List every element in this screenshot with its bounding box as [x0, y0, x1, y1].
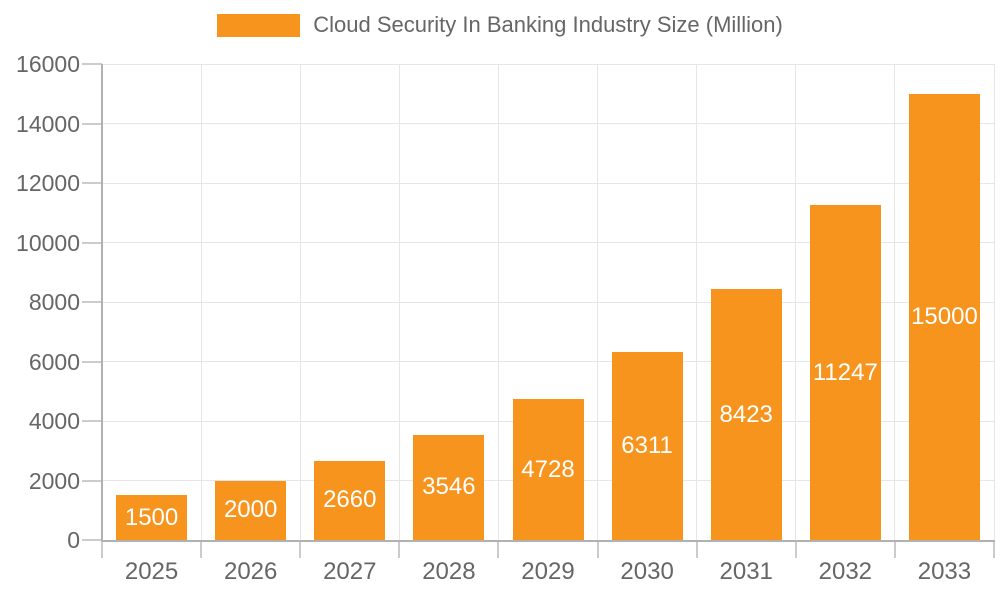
x-axis-label: 2026 — [223, 558, 278, 585]
x-axis-line — [101, 540, 995, 542]
x-axis-tick — [695, 542, 698, 558]
y-axis-tick — [82, 241, 102, 244]
x-axis-label: 2027 — [323, 558, 377, 585]
y-axis-tick — [82, 301, 102, 303]
gridline-vertical — [200, 64, 202, 540]
legend[interactable]: Cloud Security In Banking Industry Size … — [0, 12, 1000, 38]
legend-swatch — [217, 13, 301, 37]
bar[interactable] — [116, 495, 188, 540]
x-axis-label: 2033 — [917, 558, 972, 585]
x-axis-tick — [993, 542, 995, 558]
x-axis-tick — [299, 542, 302, 558]
y-axis-line — [101, 64, 103, 542]
bar[interactable] — [512, 399, 584, 540]
bar-value-label: 2000 — [223, 496, 278, 524]
gridline-vertical — [795, 64, 797, 540]
y-axis-tick — [82, 122, 102, 125]
x-axis-tick — [794, 542, 797, 558]
gridline-horizontal — [102, 182, 994, 184]
gridline-vertical — [299, 64, 301, 540]
x-axis-tick — [200, 542, 203, 558]
y-axis-label: 12000 — [16, 170, 80, 196]
y-axis-label: 16000 — [16, 51, 80, 77]
x-axis-label: 2032 — [818, 558, 873, 585]
x-axis-tick — [596, 542, 599, 558]
y-axis-label: 14000 — [16, 110, 80, 137]
y-axis-label: 2000 — [28, 467, 80, 494]
x-axis-label: 2029 — [521, 558, 575, 585]
y-axis-label: 8000 — [28, 289, 80, 315]
x-axis-label: 2025 — [124, 558, 179, 585]
y-axis-tick — [82, 479, 102, 482]
gridline-vertical — [398, 64, 400, 540]
bar[interactable] — [908, 93, 980, 540]
gridline-horizontal — [102, 63, 994, 65]
bar-value-label: 3546 — [422, 473, 476, 501]
x-axis-tick — [398, 542, 401, 558]
gridline-vertical — [696, 64, 698, 540]
y-axis-label: 4000 — [28, 408, 80, 434]
bar[interactable] — [413, 434, 485, 540]
y-axis-tick — [82, 420, 102, 422]
y-axis-label: 10000 — [16, 229, 80, 256]
bar-value-label: 4728 — [521, 455, 575, 483]
chart-title: Cloud Security In Banking Industry Size … — [313, 12, 783, 37]
gridline-vertical — [497, 64, 499, 540]
x-axis-label: 2031 — [719, 558, 773, 585]
y-axis-label: 0 — [67, 527, 80, 553]
gridline-horizontal — [102, 123, 994, 124]
y-axis-tick — [82, 63, 102, 65]
gridline-vertical — [597, 64, 599, 540]
x-axis-tick — [101, 542, 103, 558]
bar[interactable] — [611, 352, 683, 540]
bar-value-label: 1500 — [124, 503, 179, 531]
gridline-vertical — [993, 64, 995, 540]
bar-value-label: 15000 — [911, 302, 978, 330]
x-axis-tick — [497, 542, 500, 558]
bar[interactable] — [710, 289, 782, 540]
bar-value-label: 6311 — [621, 432, 673, 460]
gridline-horizontal — [102, 242, 994, 243]
bar[interactable] — [314, 460, 386, 540]
x-axis-label: 2028 — [422, 558, 476, 585]
x-axis-tick — [893, 542, 896, 558]
gridline-horizontal — [102, 301, 994, 303]
gridline-horizontal — [102, 361, 994, 362]
bar-value-label: 8423 — [719, 400, 773, 428]
y-axis-label: 6000 — [28, 348, 80, 375]
gridline-vertical — [894, 64, 896, 540]
x-axis-label: 2030 — [620, 558, 674, 585]
bar-value-label: 11247 — [812, 358, 878, 386]
bar[interactable] — [215, 480, 287, 540]
y-axis-tick — [82, 539, 102, 541]
bar-value-label: 2660 — [323, 486, 377, 514]
y-axis-tick — [82, 182, 102, 184]
y-axis-tick — [82, 360, 102, 363]
bar[interactable] — [809, 205, 881, 540]
